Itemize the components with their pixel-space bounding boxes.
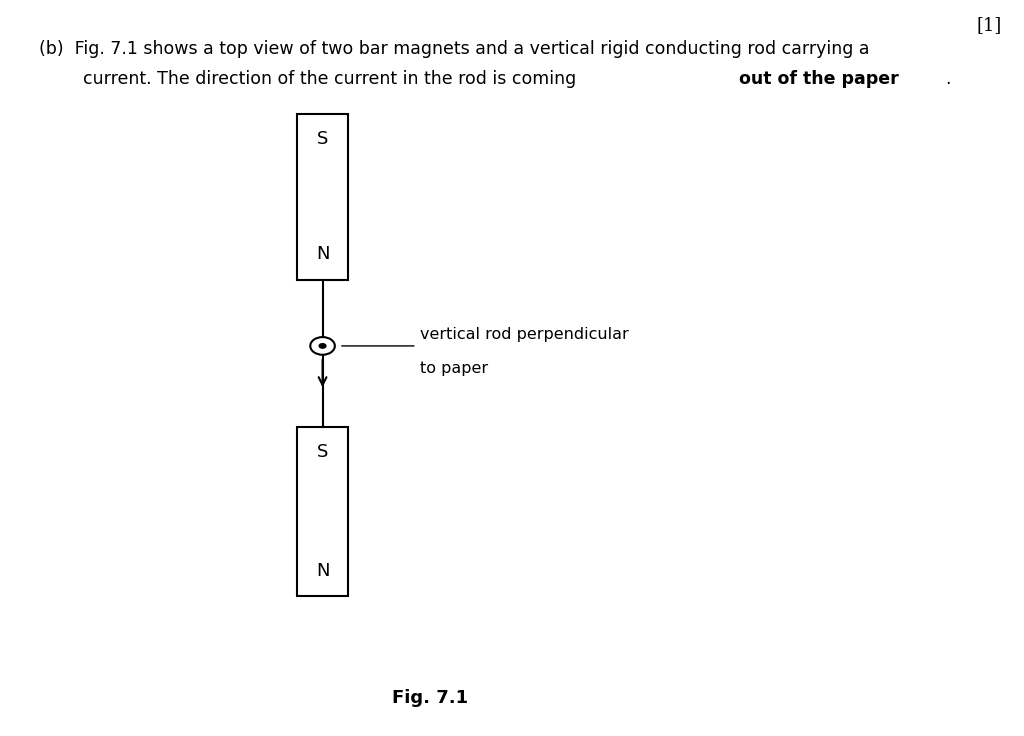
- Circle shape: [310, 337, 335, 355]
- Circle shape: [318, 343, 327, 349]
- Text: vertical rod perpendicular: vertical rod perpendicular: [420, 328, 629, 342]
- Text: (b)  Fig. 7.1 shows a top view of two bar magnets and a vertical rigid conductin: (b) Fig. 7.1 shows a top view of two bar…: [39, 40, 869, 58]
- Text: N: N: [315, 562, 330, 580]
- Text: .: .: [945, 70, 951, 88]
- Text: Fig. 7.1: Fig. 7.1: [392, 689, 468, 707]
- Text: [1]: [1]: [976, 16, 1001, 34]
- Text: to paper: to paper: [420, 361, 488, 375]
- Bar: [297, 114, 348, 280]
- Text: current. The direction of the current in the rod is coming: current. The direction of the current in…: [39, 70, 582, 88]
- Text: S: S: [316, 443, 329, 461]
- Text: N: N: [315, 246, 330, 263]
- Text: out of the paper: out of the paper: [739, 70, 899, 88]
- Bar: [297, 427, 348, 596]
- Text: S: S: [316, 130, 329, 148]
